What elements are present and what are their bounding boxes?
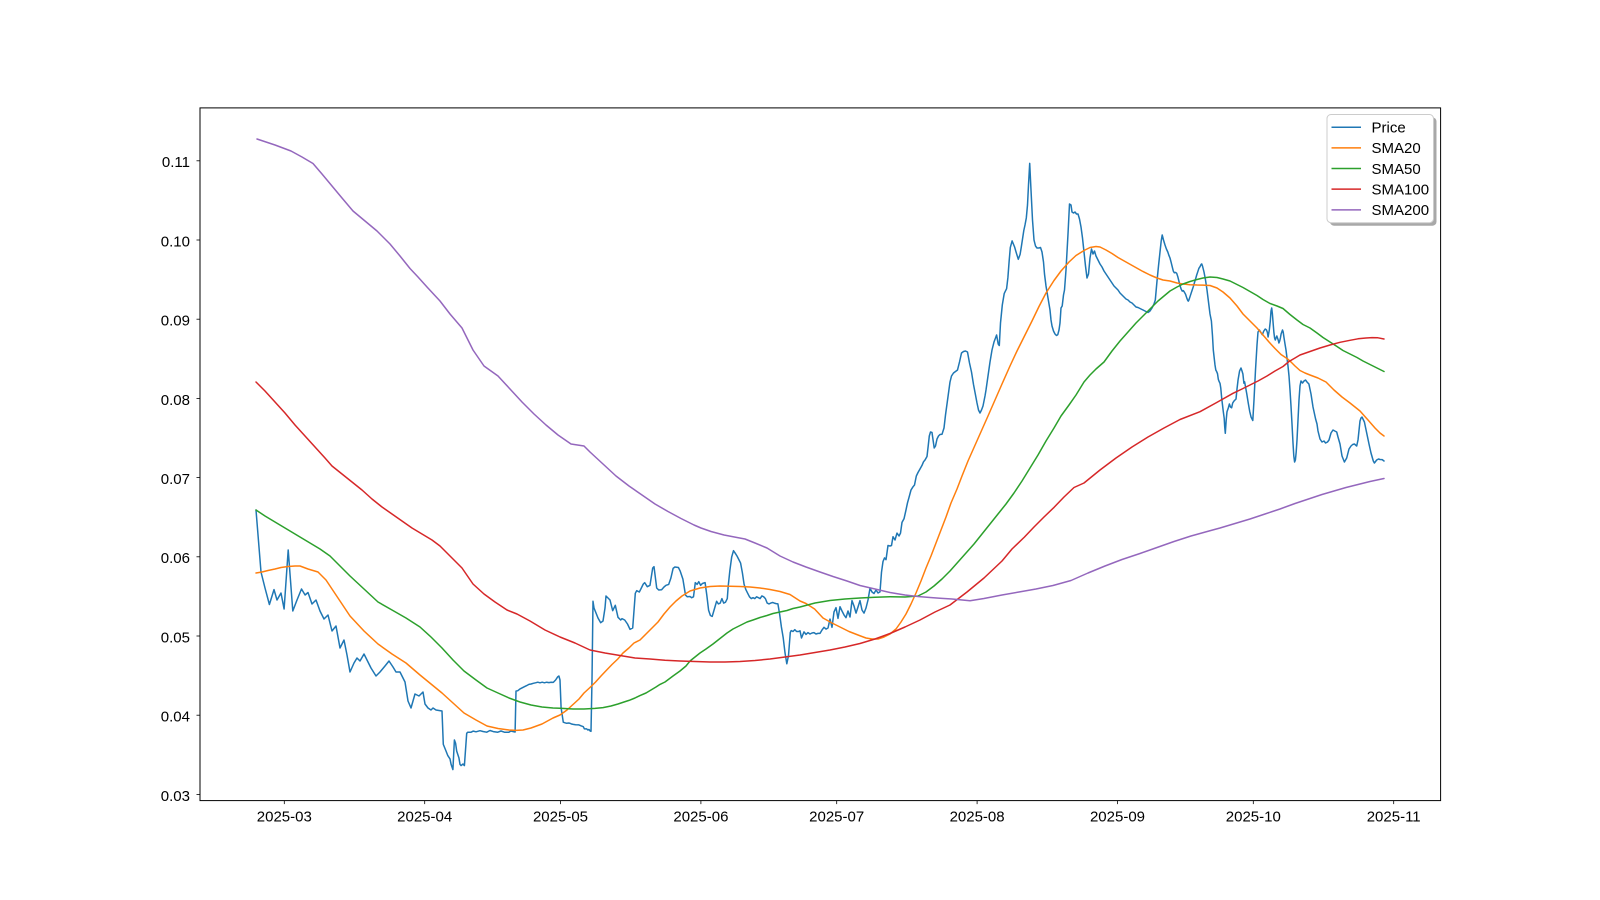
svg-text:2025-07: 2025-07	[809, 809, 864, 826]
svg-text:2025-03: 2025-03	[257, 809, 312, 826]
svg-text:2025-06: 2025-06	[673, 809, 728, 826]
svg-text:0.05: 0.05	[161, 629, 190, 646]
svg-text:SMA100: SMA100	[1372, 181, 1430, 198]
svg-text:0.04: 0.04	[161, 709, 190, 726]
svg-text:SMA20: SMA20	[1372, 140, 1421, 157]
svg-text:2025-09: 2025-09	[1090, 809, 1145, 826]
svg-text:Price: Price	[1372, 120, 1406, 137]
svg-text:SMA50: SMA50	[1372, 161, 1421, 178]
svg-text:0.06: 0.06	[161, 550, 190, 567]
svg-text:0.09: 0.09	[161, 313, 190, 330]
svg-text:2025-05: 2025-05	[533, 809, 588, 826]
svg-text:0.10: 0.10	[161, 233, 190, 250]
svg-text:2025-08: 2025-08	[950, 809, 1005, 826]
svg-text:2025-11: 2025-11	[1367, 809, 1421, 826]
svg-text:0.08: 0.08	[161, 392, 190, 409]
svg-text:0.03: 0.03	[161, 788, 190, 805]
svg-text:2025-04: 2025-04	[397, 809, 452, 826]
svg-text:0.11: 0.11	[162, 154, 190, 171]
svg-text:0.07: 0.07	[161, 471, 190, 488]
svg-text:SMA200: SMA200	[1372, 202, 1430, 219]
svg-text:2025-10: 2025-10	[1226, 809, 1281, 826]
